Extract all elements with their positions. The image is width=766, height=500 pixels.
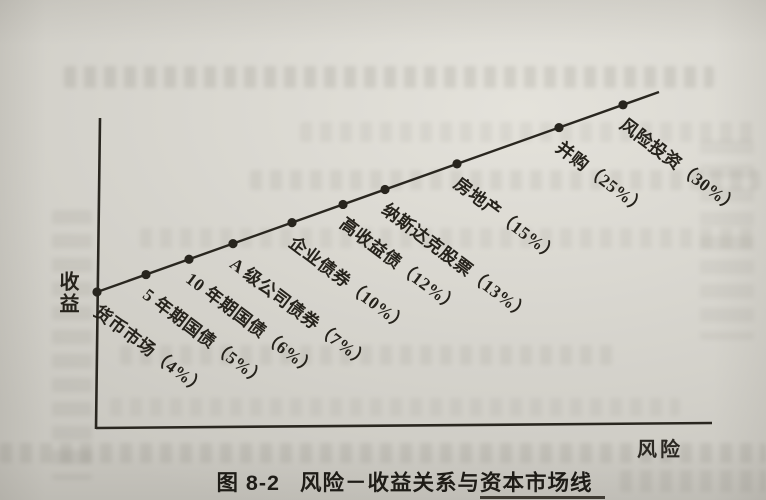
data-point-dot [141,269,151,280]
data-point-dot [618,100,628,110]
data-point-dot [380,184,390,195]
x-axis-label: 风险 [637,439,683,461]
data-point-dot [92,287,102,297]
figure-caption: 图 8-2 风险－收益关系与资本市场线 [55,466,766,499]
data-point-dots [92,100,628,297]
data-point-dot [184,254,194,264]
data-point-dot [554,122,564,133]
data-point-dot [338,199,348,210]
data-point-dot [228,239,238,249]
figure-title-underlined: 资本市场线 [480,471,605,499]
data-point-dot [287,218,297,228]
figure-title: 风险－收益关系与 [300,471,481,495]
x-axis-line [95,421,713,430]
y-axis-line [94,117,102,430]
data-point-dot [452,159,462,169]
y-axis-label: 收益 [56,271,78,315]
figure-number: 图 8-2 [216,471,281,495]
